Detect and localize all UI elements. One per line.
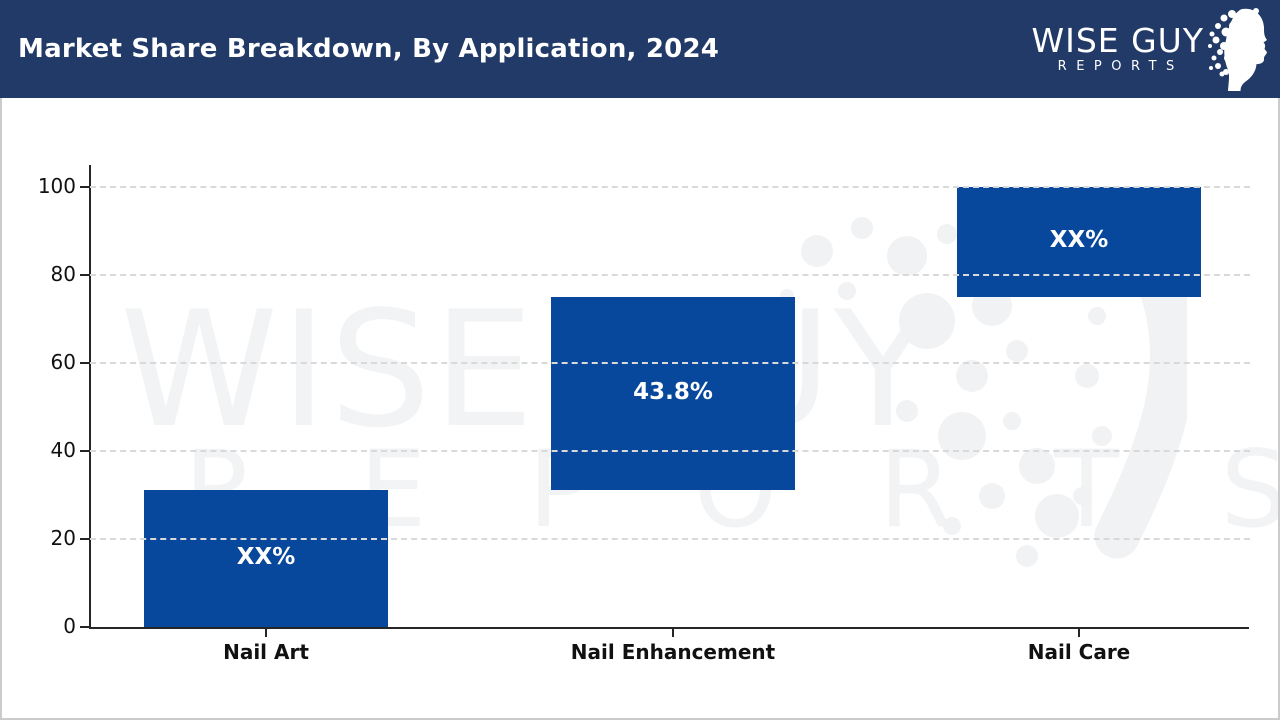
logo-subtitle: REPORTS: [1057, 59, 1184, 75]
chart-area: WISE GUY R E P O R T S XX%Nail Art43.8%N…: [0, 98, 1280, 720]
x-tick-label: Nail Care: [1027, 640, 1131, 664]
y-tick-label: 100: [37, 174, 76, 198]
bar-nail-enhancement: [551, 297, 795, 491]
y-tick-label: 40: [50, 438, 76, 462]
y-tick-mark: [80, 362, 89, 364]
y-tick-label: 0: [63, 614, 76, 638]
bar-nail-art: [144, 490, 388, 627]
bar-value-label: XX%: [1049, 227, 1109, 254]
y-tick-mark: [80, 186, 89, 188]
watermark-wordmark: WISE GUY: [120, 276, 934, 463]
bar-value-label: 43.8%: [633, 378, 713, 405]
x-tick-mark: [672, 629, 674, 637]
y-axis-line: [89, 165, 91, 629]
x-tick-label: Nail Art: [223, 640, 309, 664]
bar-nail-care: [957, 187, 1201, 298]
y-tick-mark: [80, 450, 89, 452]
page-title: Market Share Breakdown, By Application, …: [18, 34, 720, 64]
gridline-60: [90, 362, 1250, 364]
y-tick-label: 60: [50, 350, 76, 374]
logo-wordmark: WISE GUY: [1031, 20, 1204, 60]
header: Market Share Breakdown, By Application, …: [0, 0, 1280, 98]
gridline-20: [90, 538, 1250, 540]
logo-text: WISE GUY REPORTS: [1031, 20, 1204, 75]
gridline-100: [90, 186, 1250, 188]
wise-guy-logo: WISE GUY REPORTS: [1031, 6, 1270, 92]
y-tick-label: 80: [50, 262, 76, 286]
logo-face-icon: [1208, 8, 1267, 92]
y-tick-mark: [80, 626, 89, 628]
gridline-80: [90, 274, 1250, 276]
bar-value-label: XX%: [236, 543, 296, 570]
y-tick-label: 20: [50, 526, 76, 550]
gridline-40: [90, 450, 1250, 452]
x-tick-mark: [265, 629, 267, 637]
x-tick-mark: [1078, 629, 1080, 637]
x-tick-label: Nail Enhancement: [570, 640, 776, 664]
x-axis-line: [89, 627, 1249, 629]
y-tick-mark: [80, 538, 89, 540]
y-tick-mark: [80, 274, 89, 276]
